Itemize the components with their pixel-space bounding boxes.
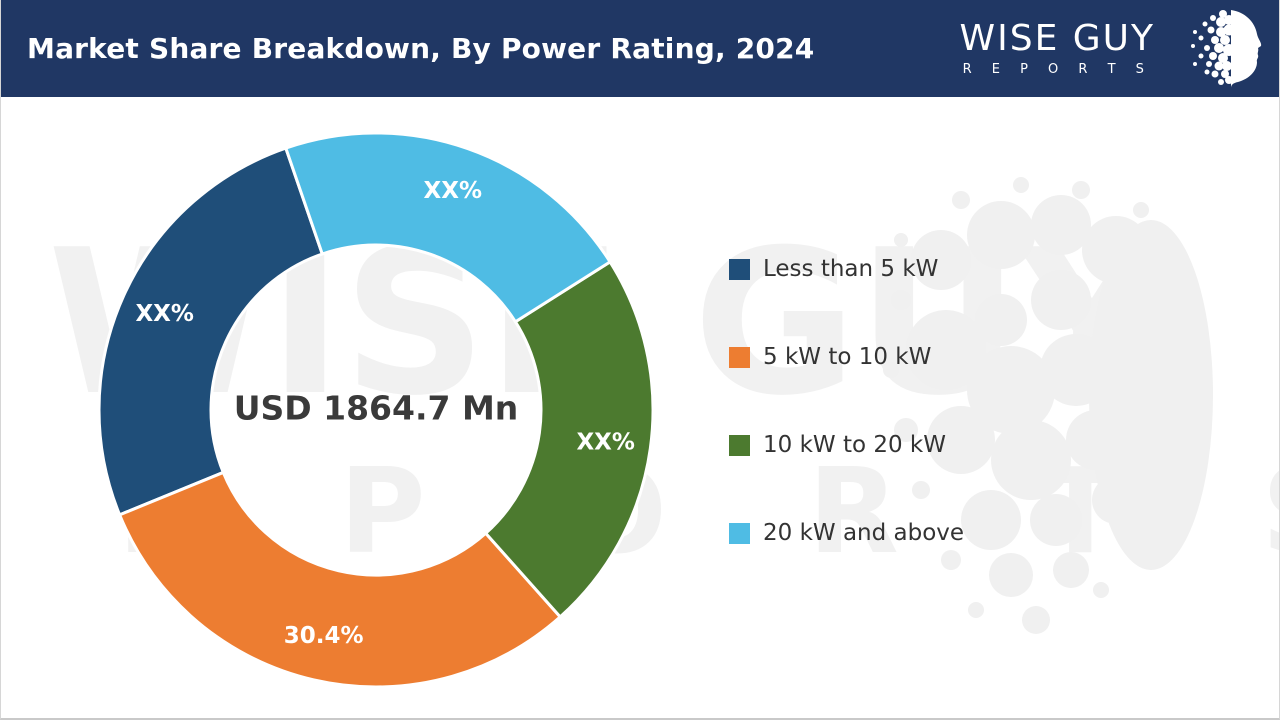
legend-item: 20 kW and above [729,520,964,546]
segment-value-label: XX% [576,429,635,455]
logo-text: WISE GUY R E P O R T S [959,18,1156,77]
watermark-head-dots-icon [883,177,1213,634]
logo-head-icon [1191,9,1262,88]
logo-wordmark: WISE GUY [959,18,1155,59]
legend-swatch [729,346,750,368]
legend-item: 5 kW to 10 kW [729,344,964,370]
logo-subtitle: R E P O R T S [962,62,1152,77]
chart-legend: Less than 5 kW 5 kW to 10 kW 10 kW to 20 k… [729,256,964,546]
legend-swatch [729,522,750,544]
segment-value-label: 30.4% [284,623,364,649]
legend-label: 10 kW to 20 kW [763,432,946,458]
legend-label: 5 kW to 10 kW [763,344,932,370]
legend-label: Less than 5 kW [763,256,939,282]
legend-item: Less than 5 kW [729,256,964,282]
legend-item: 10 kW to 20 kW [729,432,964,458]
header-bar: Market Share Breakdown, By Power Rating,… [1,0,1279,97]
page-title: Market Share Breakdown, By Power Rating,… [27,32,815,65]
segment-value-label: XX% [135,301,194,327]
segment-value-label: XX% [424,178,483,204]
donut-segment-3 [284,131,612,324]
donut-segment-0 [97,146,324,517]
donut-segment-1 [118,470,562,689]
legend-label: 20 kW and above [763,520,965,546]
chart-center-value: USD 1864.7 Mn [234,389,519,428]
legend-swatch [729,258,750,280]
legend-swatch [729,434,750,456]
wise-guy-reports-logo: WISE GUY R E P O R T S [960,8,1280,90]
donut-segment-2 [484,260,655,619]
donut-chart: XX% 30.4% XX% XX% USD 1864.7 Mn [97,131,655,689]
